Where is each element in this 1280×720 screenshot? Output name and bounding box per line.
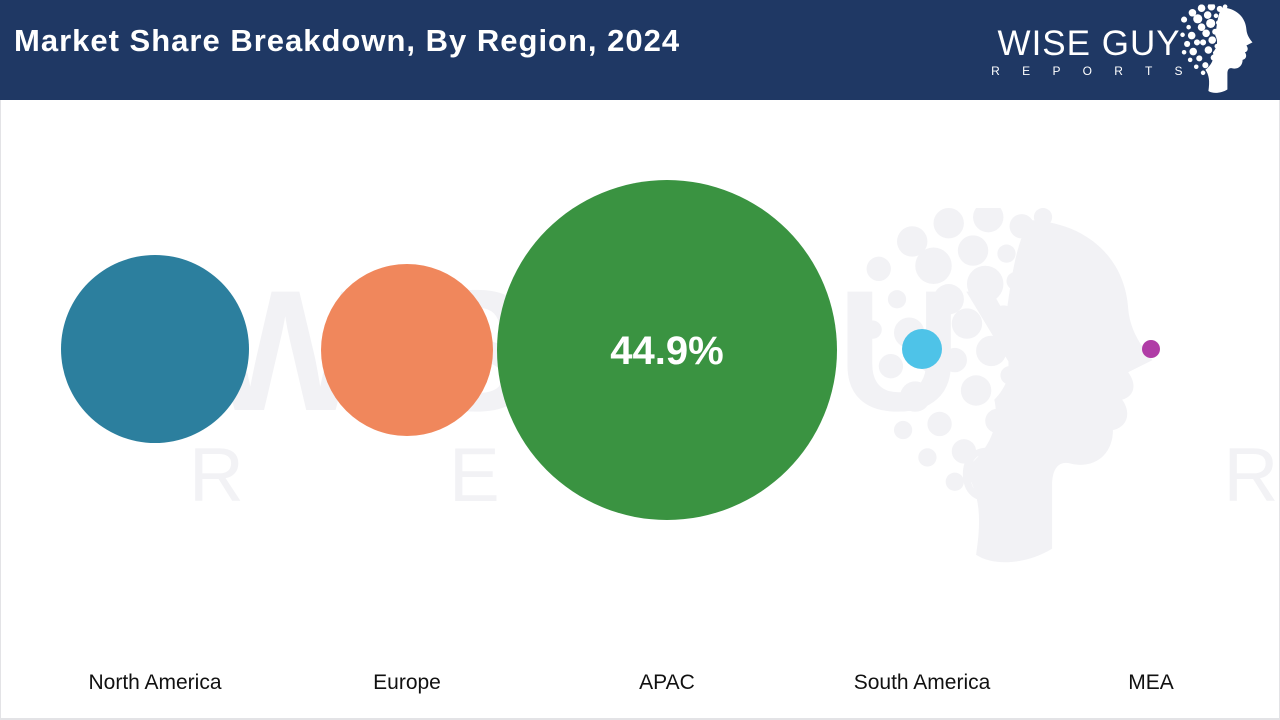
category-label-north-america: North America — [88, 671, 222, 694]
category-label-mea: MEA — [1128, 671, 1174, 694]
bubble-mea — [1142, 340, 1160, 358]
logo-subtitle: R E P O R T S — [991, 64, 1192, 78]
logo-wordmark: WISE GUY — [997, 24, 1181, 63]
category-label-europe: Europe — [373, 671, 441, 694]
bubble-south-america — [902, 329, 942, 369]
wise-guy-logo: WISE GUY R E P O R T S — [986, 4, 1254, 96]
logo-text: WISE GUY R E P O R T S — [986, 26, 1192, 78]
bubble-europe — [321, 264, 493, 436]
bubble-apac — [497, 180, 837, 520]
category-label-apac: APAC — [639, 671, 695, 694]
wise-guy-head-icon — [1178, 4, 1254, 96]
bubble-plot: 44.9% — [61, 180, 1160, 520]
category-label-south-america: South America — [853, 671, 991, 694]
page-title: Market Share Breakdown, By Region, 2024 — [14, 23, 681, 58]
header-bar: Market Share Breakdown, By Region, 2024 … — [0, 0, 1280, 100]
bubble-north-america — [61, 255, 249, 443]
apac-value-label: 44.9% — [610, 329, 723, 373]
bubble-chart: WISE GUY R E P O R T S 44.9% North Ameri… — [0, 100, 1280, 720]
